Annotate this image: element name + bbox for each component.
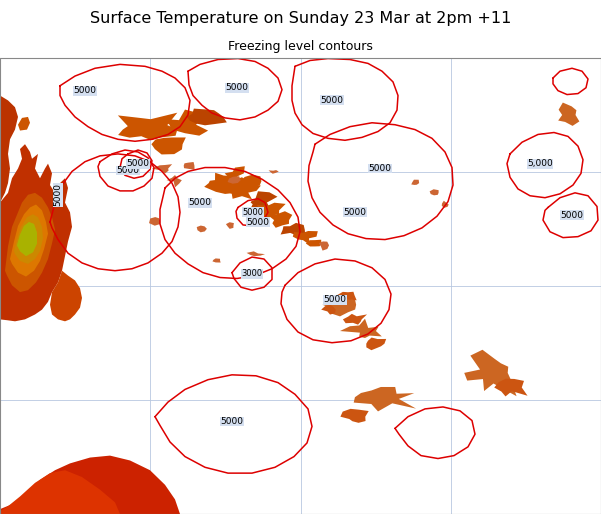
Polygon shape	[340, 319, 382, 338]
Polygon shape	[5, 193, 55, 292]
Polygon shape	[322, 297, 356, 317]
Polygon shape	[151, 137, 186, 155]
Polygon shape	[306, 240, 322, 247]
Polygon shape	[187, 108, 227, 125]
Polygon shape	[337, 292, 356, 300]
Polygon shape	[442, 201, 449, 208]
Text: 5000: 5000	[368, 164, 391, 173]
Polygon shape	[240, 175, 261, 186]
Polygon shape	[558, 103, 579, 126]
Polygon shape	[14, 214, 43, 264]
Text: 5000: 5000	[126, 159, 150, 168]
Polygon shape	[18, 117, 30, 131]
Polygon shape	[293, 231, 318, 245]
Polygon shape	[354, 387, 416, 411]
Polygon shape	[17, 222, 37, 256]
Polygon shape	[212, 259, 221, 263]
Text: 5000: 5000	[561, 211, 584, 219]
Polygon shape	[228, 176, 241, 183]
Polygon shape	[149, 217, 160, 226]
Text: 5000: 5000	[225, 83, 248, 92]
Polygon shape	[0, 96, 18, 203]
Polygon shape	[430, 189, 439, 195]
Polygon shape	[225, 177, 261, 199]
Polygon shape	[246, 251, 265, 256]
Polygon shape	[464, 350, 516, 396]
Polygon shape	[162, 109, 208, 136]
Polygon shape	[366, 338, 386, 350]
Polygon shape	[197, 226, 207, 232]
Text: 5000: 5000	[221, 417, 243, 426]
Text: 5000: 5000	[73, 86, 97, 95]
Text: 5000: 5000	[117, 166, 139, 175]
Text: 3000: 3000	[242, 269, 263, 278]
Polygon shape	[494, 379, 528, 396]
Polygon shape	[321, 304, 336, 315]
Text: Freezing level contours: Freezing level contours	[228, 40, 373, 52]
Polygon shape	[0, 470, 120, 514]
Polygon shape	[226, 222, 234, 229]
Text: Surface Temperature on Sunday 23 Mar at 2pm +11: Surface Temperature on Sunday 23 Mar at …	[90, 11, 511, 26]
Polygon shape	[340, 409, 368, 423]
Polygon shape	[50, 271, 82, 321]
Polygon shape	[0, 144, 72, 321]
Polygon shape	[17, 222, 37, 256]
Text: 5000: 5000	[246, 217, 269, 227]
Polygon shape	[319, 242, 329, 251]
Polygon shape	[184, 162, 195, 170]
Text: 5000: 5000	[320, 96, 344, 105]
Polygon shape	[250, 191, 278, 210]
Polygon shape	[0, 455, 180, 514]
Text: 5000: 5000	[242, 208, 263, 217]
Polygon shape	[257, 203, 285, 219]
Text: 5000: 5000	[53, 183, 63, 206]
Polygon shape	[118, 113, 177, 140]
Text: 5000: 5000	[189, 198, 212, 207]
Text: 5000: 5000	[344, 208, 367, 217]
Text: 5000: 5000	[323, 296, 347, 304]
Polygon shape	[343, 314, 367, 325]
Text: 5,000: 5,000	[527, 159, 553, 168]
Polygon shape	[166, 175, 182, 188]
Polygon shape	[411, 180, 419, 185]
Polygon shape	[267, 211, 292, 228]
Polygon shape	[269, 170, 279, 174]
Polygon shape	[10, 205, 48, 277]
Polygon shape	[152, 164, 172, 174]
Polygon shape	[204, 173, 241, 194]
Polygon shape	[225, 166, 245, 178]
Polygon shape	[281, 223, 305, 235]
